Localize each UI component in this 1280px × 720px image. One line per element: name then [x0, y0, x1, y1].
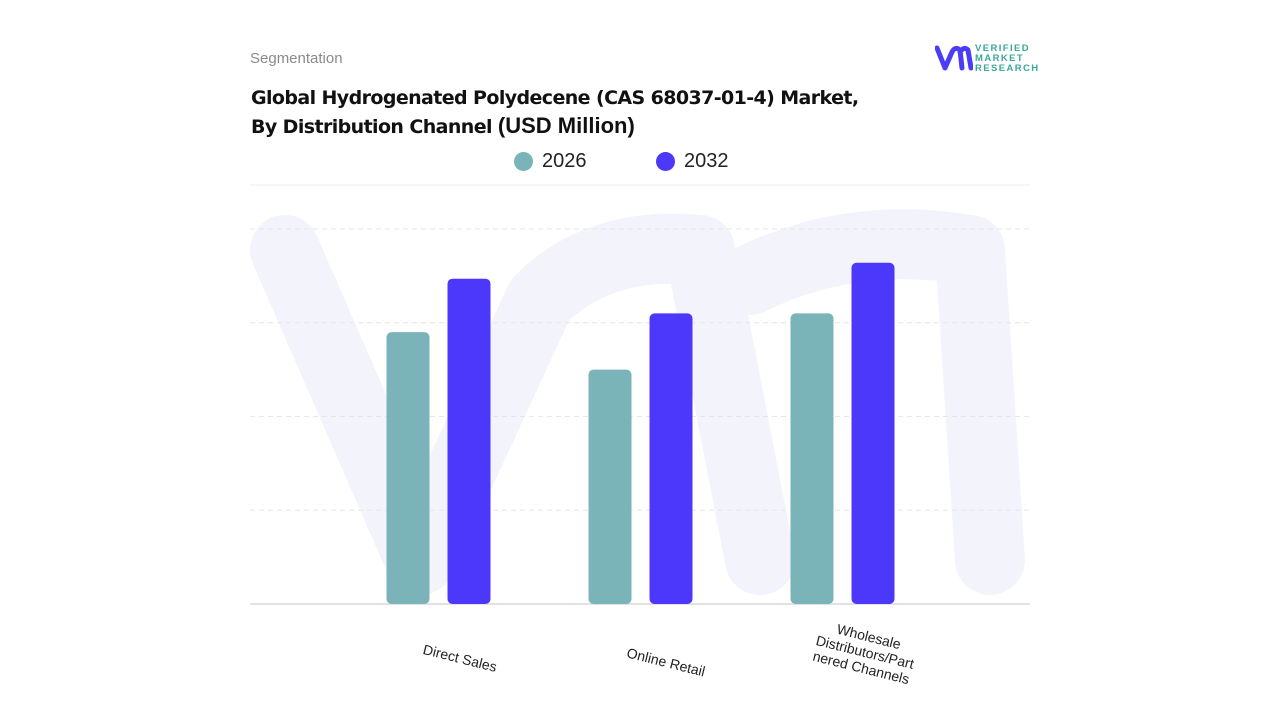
- legend: 2026 2032: [0, 150, 1280, 174]
- legend-label: 2032: [684, 150, 729, 172]
- bar-2032-3: [851, 262, 895, 604]
- bar-2026-2: [588, 369, 632, 604]
- bar-2032-1: [447, 278, 491, 604]
- legend-dot-icon: [656, 152, 675, 171]
- logo-line-3: RESEARCH: [975, 63, 1040, 74]
- vmr-logo-icon: [935, 45, 973, 71]
- title-line-1: Global Hydrogenated Polydecene (CAS 6803…: [251, 87, 859, 109]
- segment-label: Segmentation: [250, 50, 343, 67]
- legend-label: 2026: [542, 150, 587, 172]
- watermark-logo: [250, 209, 1025, 595]
- title-line-2: By Distribution Channel (USD Million): [251, 112, 858, 141]
- bar-2026-1: [386, 332, 430, 604]
- bar-2032-2: [649, 313, 693, 604]
- logo-line-2: MARKET: [975, 53, 1025, 64]
- logo-line-1: VERIFIED: [975, 43, 1031, 54]
- legend-item-2026[interactable]: 2026: [514, 150, 587, 173]
- title-unit: (USD Million): [497, 113, 635, 138]
- title-text: By Distribution Channel: [251, 116, 498, 138]
- chart-title: Global Hydrogenated Polydecene (CAS 6803…: [251, 84, 859, 141]
- bar-2026-3: [790, 313, 834, 604]
- legend-dot-icon: [514, 152, 533, 171]
- logo-text: VERIFIED MARKET RESEARCH: [975, 44, 1040, 74]
- legend-item-2032[interactable]: 2032: [656, 150, 729, 173]
